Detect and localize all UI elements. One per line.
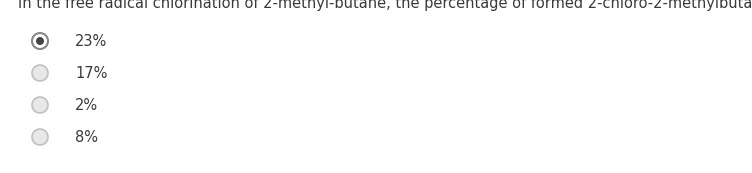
Ellipse shape xyxy=(32,97,48,113)
Ellipse shape xyxy=(32,33,48,49)
Text: 17%: 17% xyxy=(75,66,108,80)
Text: 2%: 2% xyxy=(75,98,98,112)
Ellipse shape xyxy=(32,129,48,145)
Text: 8%: 8% xyxy=(75,130,98,144)
Text: In the free radical chlorination of 2-methyl-butane, the percentage of formed 2-: In the free radical chlorination of 2-me… xyxy=(18,0,752,11)
Ellipse shape xyxy=(36,37,44,45)
Ellipse shape xyxy=(32,65,48,81)
Text: 23%: 23% xyxy=(75,34,108,48)
